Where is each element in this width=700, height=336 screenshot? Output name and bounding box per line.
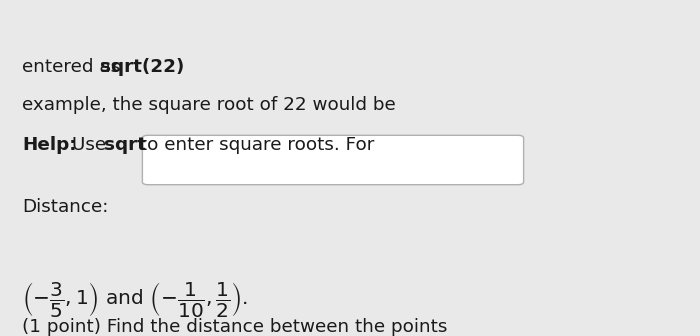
Text: entered as: entered as	[22, 58, 126, 76]
Text: example, the square root of 22 would be: example, the square root of 22 would be	[22, 96, 395, 114]
Text: sqrt: sqrt	[104, 136, 146, 154]
Text: (1 point) Find the distance between the points: (1 point) Find the distance between the …	[22, 318, 447, 336]
Text: sqrt(22): sqrt(22)	[100, 58, 184, 76]
Text: .: .	[163, 58, 169, 76]
Text: Distance:: Distance:	[22, 198, 108, 216]
Text: $\left(-\dfrac{3}{5},1\right)$ and $\left(-\dfrac{1}{10},\dfrac{1}{2}\right).$: $\left(-\dfrac{3}{5},1\right)$ and $\lef…	[22, 280, 248, 319]
Text: Use: Use	[66, 136, 112, 154]
FancyBboxPatch shape	[142, 135, 524, 185]
Text: to enter square roots. For: to enter square roots. For	[134, 136, 374, 154]
Text: Help:: Help:	[22, 136, 76, 154]
